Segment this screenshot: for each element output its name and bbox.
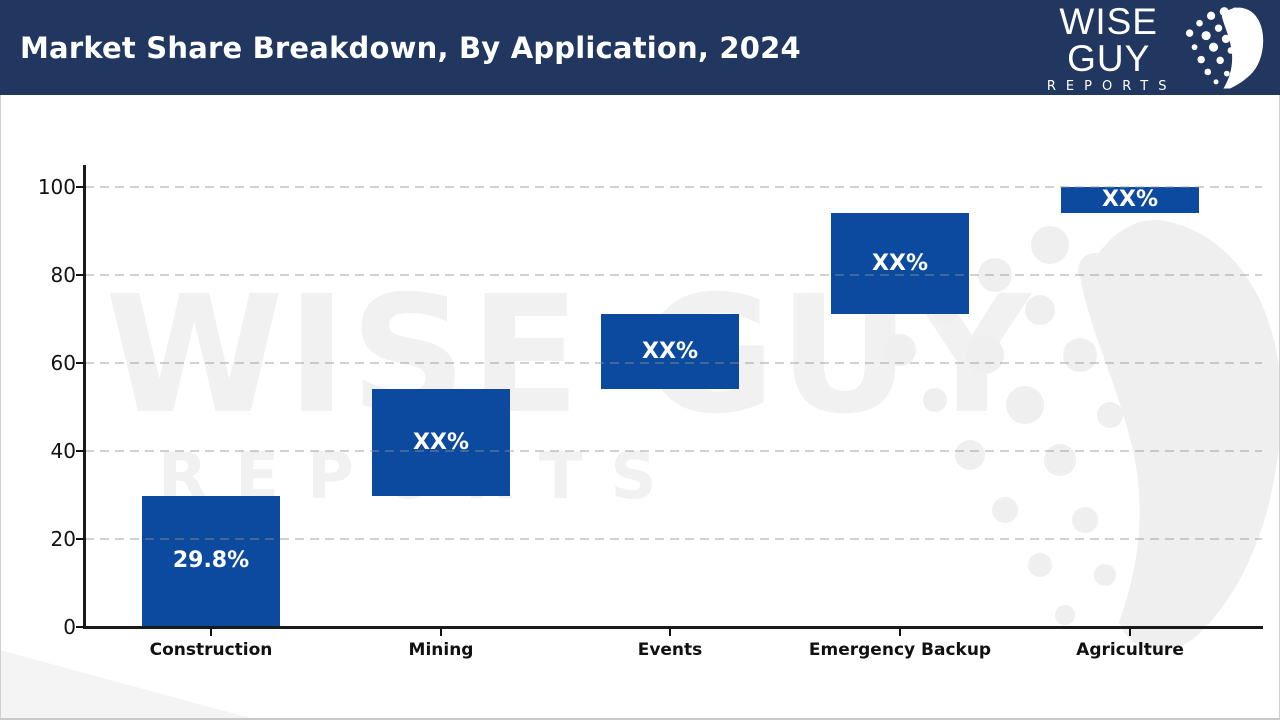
x-tick-mark [669,629,671,636]
gridline-y80 [85,274,1262,276]
header-bar: Market Share Breakdown, By Application, … [0,0,1280,95]
bar-agriculture: XX% [1061,187,1199,214]
watermark-wedge [0,650,250,718]
page-title: Market Share Breakdown, By Application, … [20,30,801,65]
y-tick-label: 0 [63,615,76,639]
x-tick-mark [1129,629,1131,636]
x-axis-line [83,626,1263,629]
y-tick-label: 80 [50,263,76,287]
y-tick-mark [76,274,84,276]
gridline-y100 [85,186,1262,188]
logo-subtitle: REPORTS [1046,79,1177,94]
category-label-emergency-backup: Emergency Backup [808,640,992,660]
gridline-y60 [85,362,1262,364]
y-tick-mark [76,186,84,188]
y-tick-mark [76,626,84,628]
watermark-face-icon [884,220,1280,650]
logo-text: WISE GUY REPORTS [1016,3,1201,93]
bar-construction: 29.8% [142,495,280,627]
bar-value-label: XX% [872,250,928,276]
bar-value-label: 29.8% [172,548,250,574]
category-label-mining: Mining [408,640,474,660]
y-tick-mark [76,450,84,452]
bar-value-label: XX% [642,338,698,364]
logo-wordmark: WISE GUY [1059,1,1158,79]
wise-guy-reports-logo: WISE GUY REPORTS [1016,3,1266,93]
bar-value-label: XX% [1102,187,1158,213]
x-tick-mark [899,629,901,636]
bar-value-label: XX% [413,429,469,455]
category-label-construction: Construction [149,640,273,660]
y-tick-mark [76,538,84,540]
category-label-events: Events [637,640,703,660]
gridline-y20 [85,538,1262,540]
x-tick-mark [440,629,442,636]
y-tick-label: 60 [50,351,76,375]
gridline-y40 [85,450,1262,452]
x-tick-mark [210,629,212,636]
y-axis-line [83,165,86,629]
y-tick-label: 40 [50,439,76,463]
category-label-agriculture: Agriculture [1076,640,1184,660]
y-tick-label: 20 [50,527,76,551]
bar-emergency-backup: XX% [831,213,969,314]
bar-mining: XX% [372,389,510,496]
bar-events: XX% [601,313,739,390]
y-tick-mark [76,362,84,364]
wiseguy-face-icon [1186,7,1264,89]
y-tick-label: 100 [37,175,76,199]
